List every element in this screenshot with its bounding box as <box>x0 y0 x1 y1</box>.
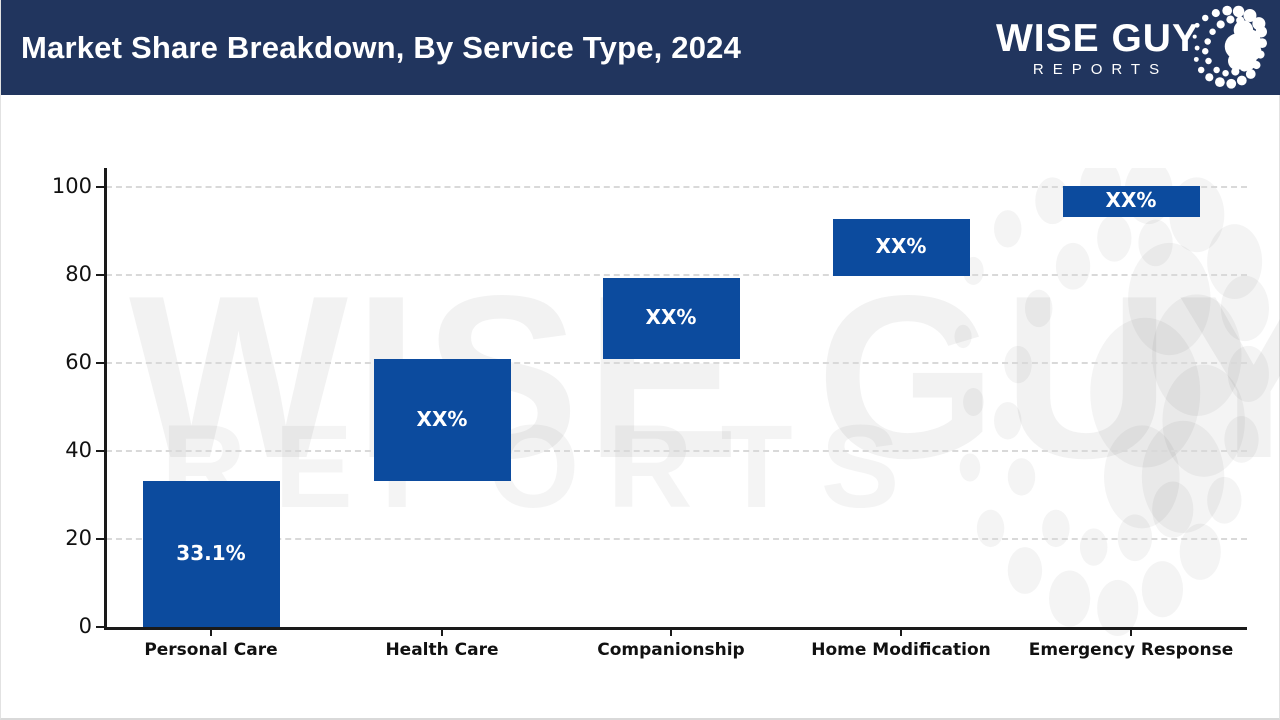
x-axis-tick <box>210 629 212 636</box>
bar-emergency-response <box>1062 185 1200 217</box>
y-tick-label: 80 <box>65 262 92 286</box>
x-axis-line <box>104 627 1247 630</box>
bar-value-label: XX% <box>645 305 697 330</box>
x-category-label: Companionship <box>597 640 745 660</box>
watermark-subtext: REPORTS <box>161 408 927 526</box>
y-axis-tick <box>96 362 106 364</box>
y-tick-label: 20 <box>65 526 92 550</box>
page-title: Market Share Breakdown, By Service Type,… <box>21 29 742 65</box>
bar-value-label: 33.1% <box>176 541 246 566</box>
bar-value-label: XX% <box>416 406 468 431</box>
y-axis-line <box>104 168 107 629</box>
logo-text: WISE GUY REPORTS <box>996 19 1199 77</box>
y-axis-tick <box>96 450 106 452</box>
x-axis-tick <box>900 629 902 636</box>
bar-value-label: XX% <box>1105 188 1157 213</box>
gridline <box>106 274 1247 276</box>
x-axis-tick <box>1130 629 1132 636</box>
header-bar: Market Share Breakdown, By Service Type,… <box>1 0 1280 95</box>
y-axis-tick <box>96 186 106 188</box>
logo-face-icon <box>1192 5 1267 89</box>
y-tick-label: 40 <box>65 438 92 462</box>
gridline <box>106 450 1247 452</box>
x-category-label: Emergency Response <box>1028 640 1234 660</box>
logo-wordmark: WISE GUY <box>995 16 1199 60</box>
x-axis-tick <box>441 629 443 636</box>
y-axis-tick <box>96 626 106 628</box>
y-axis-tick <box>96 274 106 276</box>
bar-home-modification <box>832 218 970 276</box>
x-axis-tick <box>670 629 672 636</box>
y-tick-label: 0 <box>78 614 92 638</box>
gridline <box>106 538 1247 540</box>
x-category-label: Home Modification <box>811 640 991 660</box>
watermark-face-icon <box>954 168 1269 636</box>
logo-subtext: REPORTS <box>1032 60 1169 78</box>
bar-companionship <box>602 278 740 359</box>
wiseguy-logo: WISE GUY REPORTS <box>996 5 1280 91</box>
bar-health-care <box>373 358 511 482</box>
gridline <box>106 362 1247 364</box>
y-axis-tick <box>96 538 106 540</box>
x-category-label: Personal Care <box>144 640 278 660</box>
bar-personal-care <box>142 481 280 627</box>
gridline <box>106 186 1247 188</box>
bar-value-label: XX% <box>875 234 927 259</box>
x-category-label: Health Care <box>385 640 499 660</box>
y-tick-label: 100 <box>51 174 92 198</box>
y-tick-label: 60 <box>65 350 92 374</box>
